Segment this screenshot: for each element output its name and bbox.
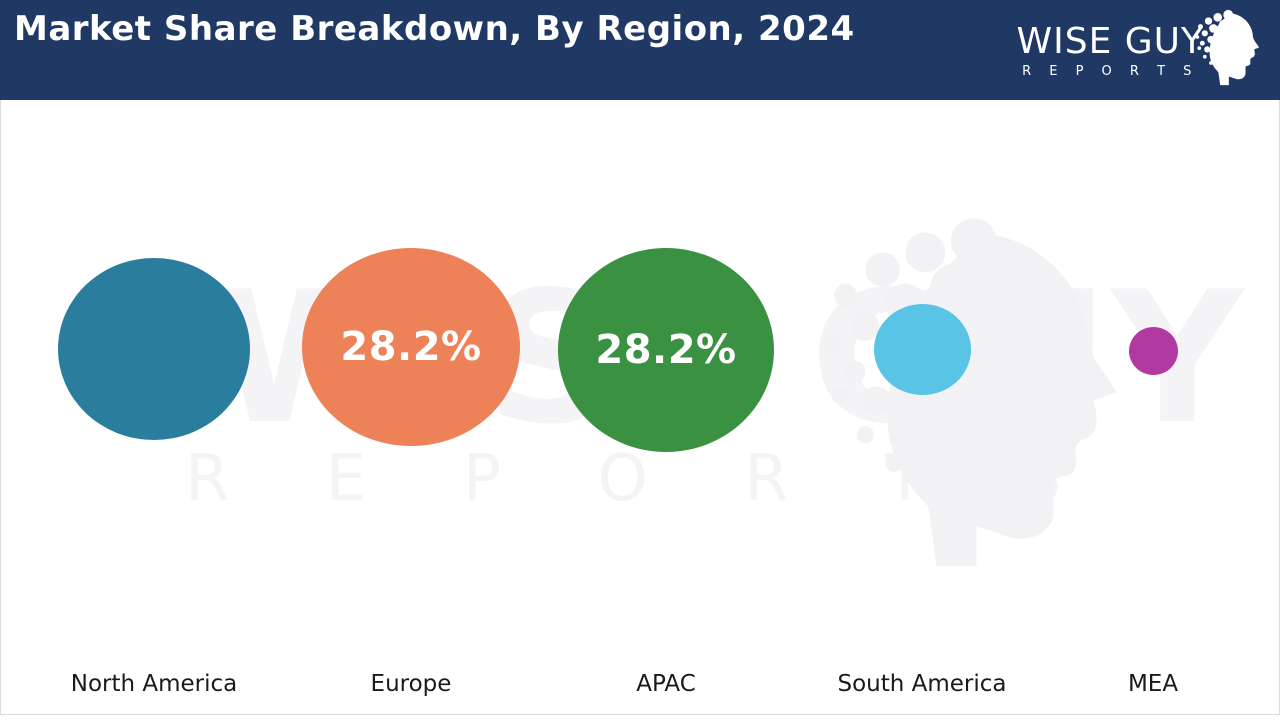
header: Market Share Breakdown, By Region, 2024 … <box>0 0 1280 100</box>
bubble-north-america[interactable] <box>58 258 250 440</box>
logo-subtitle: R E P O R T S <box>1022 63 1199 79</box>
bubble-layer: North America 28.2% Europe 28.2% APAC South A… <box>1 100 1279 714</box>
category-label-mea: MEA <box>1127 671 1179 697</box>
bubble-value-label: 28.2% <box>595 327 737 373</box>
bubble-europe[interactable]: 28.2% <box>302 248 520 446</box>
category-label-north-america: North America <box>70 671 238 697</box>
bubble-value-label: 28.2% <box>340 324 482 370</box>
category-label-europe: Europe <box>370 671 452 697</box>
chart-area: WISE GUY R E P O R T S North America28.2… <box>0 100 1280 715</box>
wise-guy-logo: WISE GUY R E P O R T S <box>1017 6 1265 94</box>
logo-text: WISE GUY R E P O R T S <box>1016 20 1205 79</box>
bubble-south-america[interactable] <box>873 303 971 395</box>
logo-wordmark: WISE GUY <box>1016 20 1204 62</box>
category-label-south-america: South America <box>837 671 1007 697</box>
page-title: Market Share Breakdown, By Region, 2024 <box>14 9 855 49</box>
bubble-apac[interactable]: 28.2% <box>558 248 774 452</box>
category-label-apac: APAC <box>636 671 696 697</box>
bubble-mea[interactable] <box>1128 327 1178 375</box>
